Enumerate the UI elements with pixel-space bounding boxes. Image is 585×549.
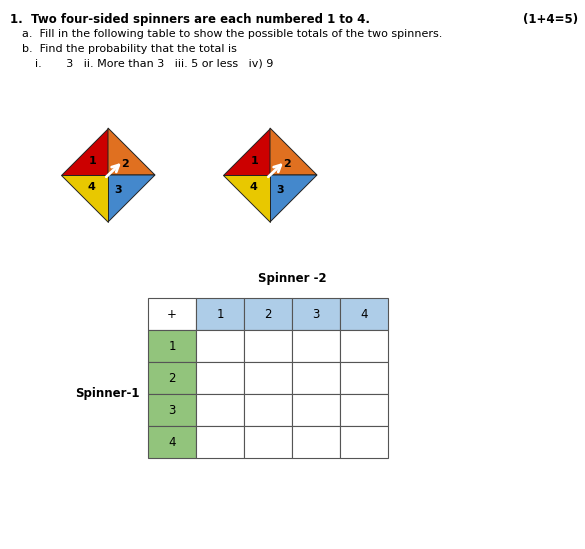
Bar [196, 362, 244, 394]
Text: 3: 3 [277, 185, 284, 195]
Polygon shape [223, 128, 270, 175]
Bar [196, 330, 244, 362]
Text: (1+4=5): (1+4=5) [523, 13, 578, 26]
Bar [196, 394, 244, 426]
Text: 4: 4 [360, 307, 368, 321]
Bar [292, 426, 340, 458]
Text: +: + [167, 307, 177, 321]
Bar [244, 330, 292, 362]
Bar [340, 330, 388, 362]
Polygon shape [270, 175, 317, 222]
Bar [340, 426, 388, 458]
Bar [148, 426, 196, 458]
Bar [196, 426, 244, 458]
Polygon shape [270, 128, 317, 175]
Bar [292, 298, 340, 330]
Text: 3: 3 [168, 404, 176, 417]
Bar [340, 394, 388, 426]
Bar [292, 330, 340, 362]
Text: b.  Find the probability that the total is: b. Find the probability that the total i… [22, 44, 237, 54]
Bar [148, 394, 196, 426]
Text: 4: 4 [249, 182, 257, 192]
Text: 1: 1 [89, 156, 97, 166]
Polygon shape [61, 128, 108, 175]
Bar [244, 362, 292, 394]
Bar [148, 362, 196, 394]
Bar [292, 362, 340, 394]
Text: Spinner -2: Spinner -2 [257, 272, 326, 285]
Text: 4: 4 [168, 435, 176, 449]
Bar [196, 298, 244, 330]
Bar [340, 298, 388, 330]
Text: 4: 4 [87, 182, 95, 192]
Text: 3: 3 [312, 307, 319, 321]
Bar [244, 426, 292, 458]
Text: Spinner-1: Spinner-1 [75, 388, 140, 401]
Text: a.  Fill in the following table to show the possible totals of the two spinners.: a. Fill in the following table to show t… [22, 29, 442, 39]
Polygon shape [108, 128, 155, 175]
Polygon shape [61, 175, 108, 222]
Bar [148, 330, 196, 362]
Bar [148, 298, 196, 330]
Text: i.       3   ii. More than 3   iii. 5 or less   iv) 9: i. 3 ii. More than 3 iii. 5 or less iv) … [35, 59, 273, 69]
Bar [244, 298, 292, 330]
Bar [340, 362, 388, 394]
Text: 3: 3 [115, 185, 122, 195]
Text: 2: 2 [168, 372, 176, 384]
Text: 1: 1 [216, 307, 223, 321]
Text: 1.  Two four-sided spinners are each numbered 1 to 4.: 1. Two four-sided spinners are each numb… [10, 13, 370, 26]
Polygon shape [108, 175, 155, 222]
Text: 2: 2 [283, 159, 291, 170]
Polygon shape [223, 175, 270, 222]
Bar [292, 394, 340, 426]
Text: 1: 1 [251, 156, 259, 166]
Text: 1: 1 [168, 339, 176, 352]
Bar [244, 394, 292, 426]
Text: 2: 2 [121, 159, 129, 170]
Text: 2: 2 [264, 307, 272, 321]
